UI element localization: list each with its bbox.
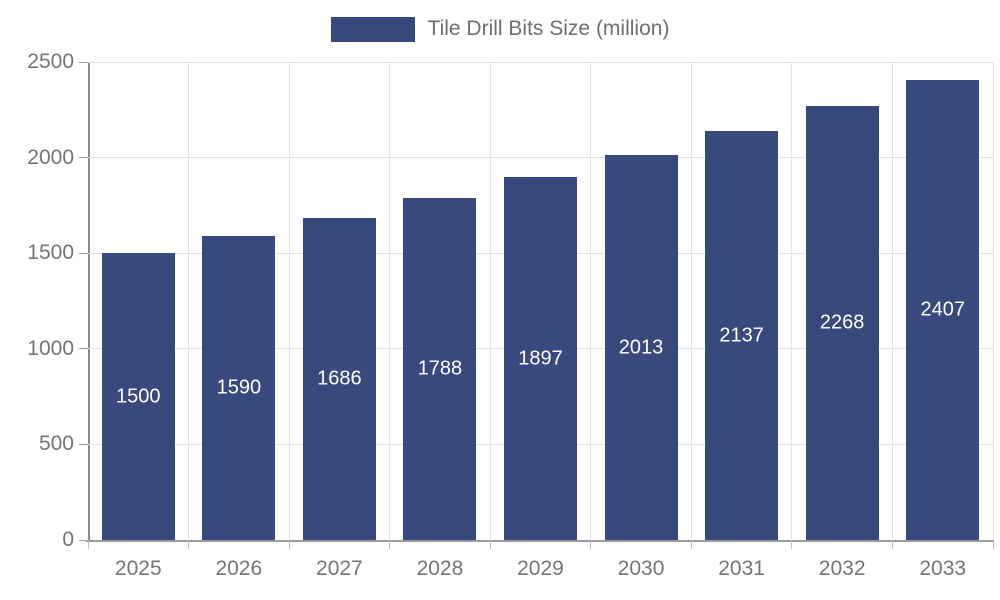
y-axis-tick [79,443,88,445]
x-tick-label: 2028 [416,557,464,580]
y-tick-label: 2000 [27,145,74,169]
y-tick-label: 500 [38,432,74,456]
gridline-vertical [590,62,592,540]
gridline-vertical [489,62,491,540]
x-tick-label: 2030 [617,557,665,580]
y-axis-tick [79,252,88,254]
bar [302,217,376,540]
x-axis-tick [992,540,994,549]
bar [403,198,477,540]
legend[interactable]: Tile Drill Bits Size (million) [0,14,1000,44]
bar [705,131,779,540]
x-axis-tick [489,540,491,549]
x-tick-label: 2031 [718,557,765,580]
bar [202,235,276,540]
y-axis-tick [79,348,88,350]
x-tick-label: 2029 [517,557,564,580]
gridline-vertical [389,62,391,540]
gridline-vertical [188,62,190,540]
plot-area: 1500 1590 1686 1788 1897 2013 2137 2268 2407 [79,61,994,549]
x-axis-tick [891,540,893,549]
x-axis-tick [389,540,391,549]
gridline-vertical [690,62,692,540]
y-tick-label: 2500 [27,50,74,73]
legend-swatch [330,16,415,42]
x-tick-label: 2027 [316,557,363,580]
x-tick-label: 2026 [215,557,263,580]
y-tick-label: 1500 [27,241,74,265]
x-axis-tick [188,540,190,549]
x-axis-tick [288,540,290,549]
bar [805,106,879,540]
y-tick-label: 1000 [27,336,74,360]
y-axis-tick [79,539,88,541]
legend-label: Tile Drill Bits Size (million) [427,17,670,40]
bar [906,79,980,540]
x-axis-tick [87,540,89,549]
y-tick-label: 0 [62,528,74,551]
y-axis-tick [79,157,88,159]
y-axis-tick [79,61,88,63]
x-axis-tick [590,540,592,549]
gridline-vertical [791,62,793,540]
y-axis-line [88,62,90,540]
gridline-vertical [992,62,994,540]
x-tick-label: 2032 [818,557,866,580]
x-tick-label: 2025 [114,557,162,580]
gridline-vertical [288,62,290,540]
gridline-vertical [891,62,893,540]
x-axis-tick [791,540,793,549]
bar [101,253,175,540]
gridline-horizontal [88,61,993,63]
bar [604,155,678,540]
x-tick-label: 2033 [919,557,967,580]
gridline-horizontal [88,157,993,159]
x-axis-tick [690,540,692,549]
bar [504,177,577,540]
x-axis-line [86,540,993,542]
